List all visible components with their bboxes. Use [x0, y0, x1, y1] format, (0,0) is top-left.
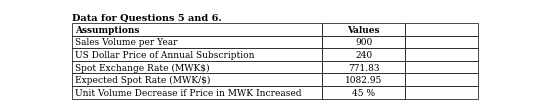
Text: 1082.95: 1082.95: [345, 76, 382, 85]
Text: Expected Spot Rate (MWK/$): Expected Spot Rate (MWK/$): [75, 75, 211, 85]
Text: Values: Values: [347, 26, 380, 34]
Text: Data for Questions 5 and 6.: Data for Questions 5 and 6.: [72, 14, 222, 23]
Bar: [322, 86, 405, 99]
Text: Sales Volume per Year: Sales Volume per Year: [75, 38, 178, 47]
Text: 240: 240: [355, 51, 372, 59]
Bar: [72, 74, 322, 86]
Text: 45 %: 45 %: [352, 88, 375, 97]
Text: Assumptions: Assumptions: [75, 26, 140, 34]
Bar: [322, 49, 405, 61]
Bar: [405, 36, 478, 49]
Bar: [405, 74, 478, 86]
Bar: [405, 24, 478, 36]
Bar: [72, 36, 322, 49]
Bar: [322, 24, 405, 36]
Bar: [405, 49, 478, 61]
Bar: [405, 61, 478, 74]
Text: 900: 900: [355, 38, 372, 47]
Bar: [405, 86, 478, 99]
Bar: [322, 74, 405, 86]
Bar: [72, 61, 322, 74]
Bar: [72, 24, 322, 36]
Text: 771.83: 771.83: [348, 63, 379, 72]
Bar: [72, 86, 322, 99]
Bar: [322, 36, 405, 49]
Text: US Dollar Price of Annual Subscription: US Dollar Price of Annual Subscription: [75, 51, 255, 59]
Text: Unit Volume Decrease if Price in MWK Increased: Unit Volume Decrease if Price in MWK Inc…: [75, 88, 302, 97]
Bar: [72, 49, 322, 61]
Text: Spot Exchange Rate (MWK$): Spot Exchange Rate (MWK$): [75, 63, 209, 72]
Bar: [322, 61, 405, 74]
